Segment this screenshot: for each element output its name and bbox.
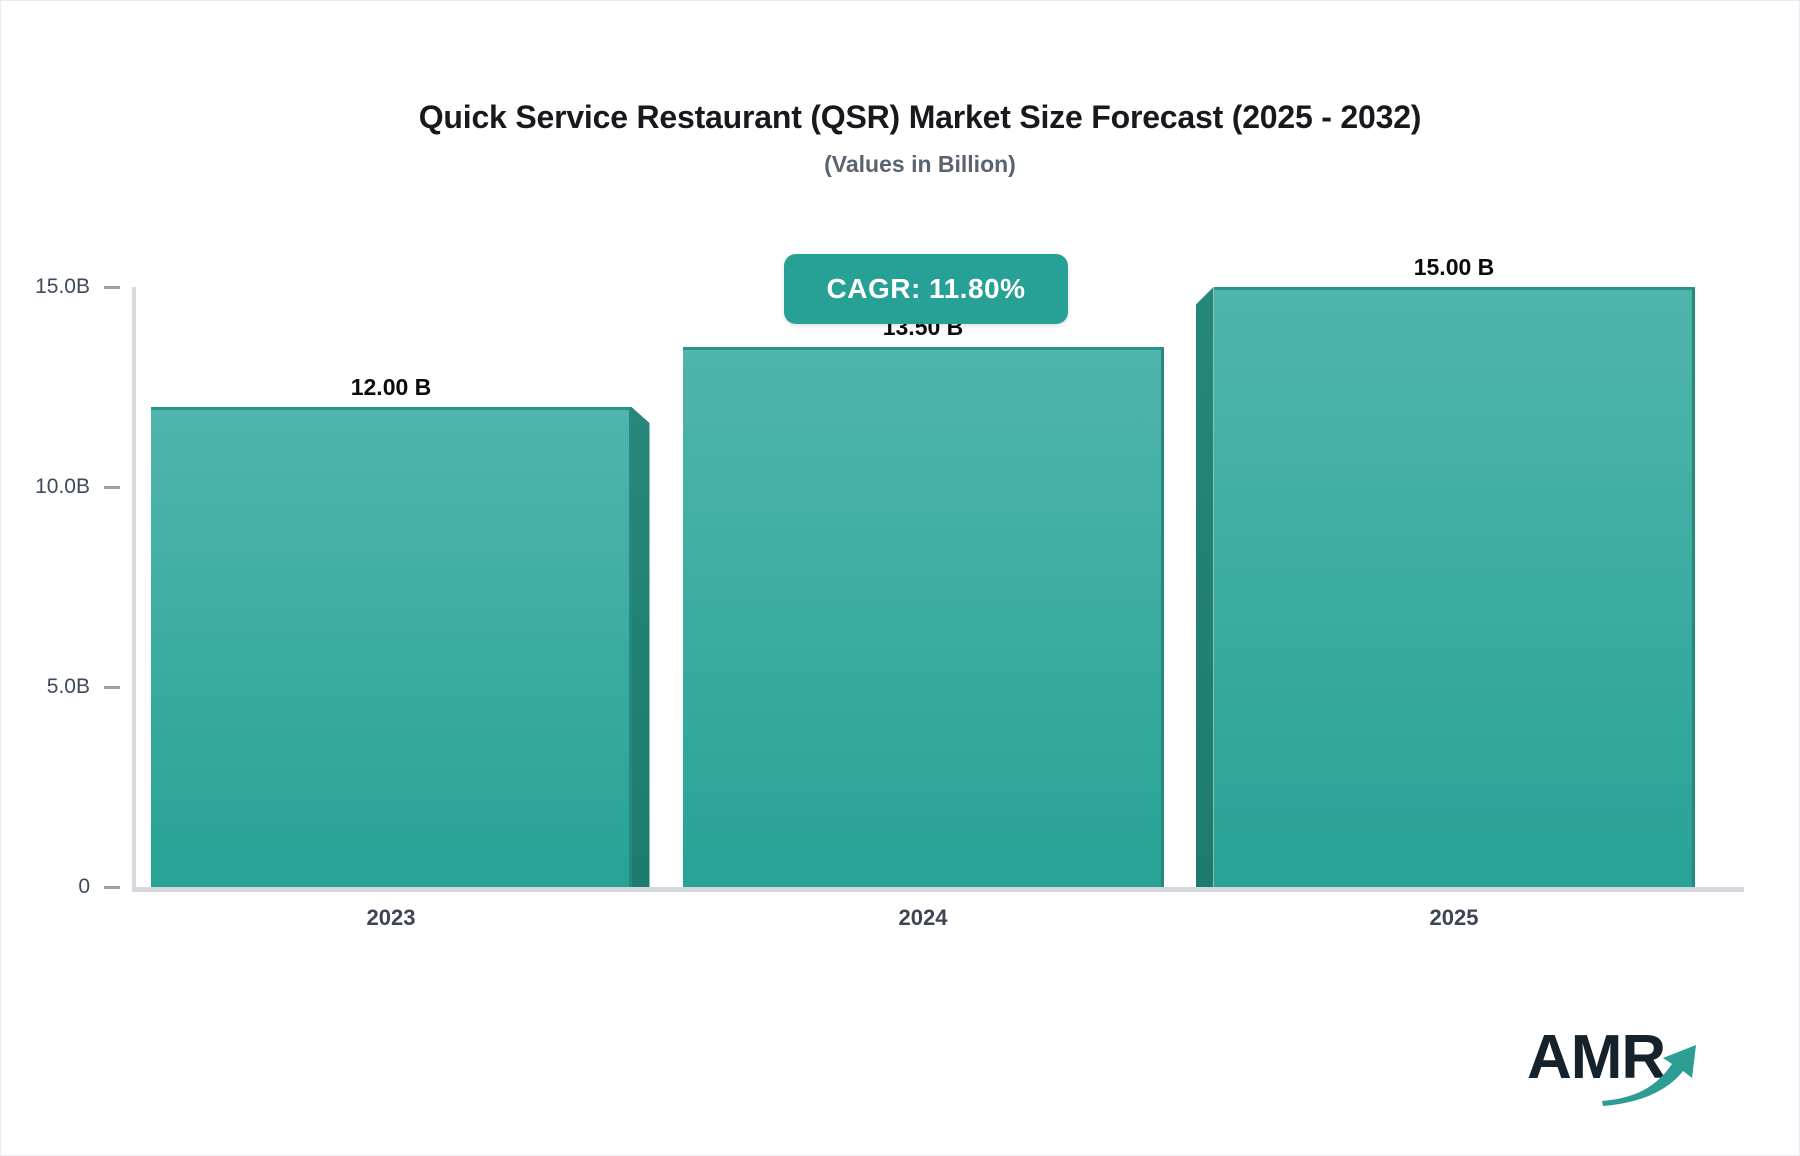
y-tick-mark [104, 686, 120, 689]
chart-subtitle: (Values in Billion) [824, 151, 1016, 177]
x-axis-label-2025: 2025 [1429, 905, 1479, 930]
x-axis-line [132, 887, 1744, 892]
x-axis-label-2024: 2024 [898, 905, 948, 930]
cagr-badge-label: CAGR: 11.80% [826, 273, 1026, 304]
y-tick-label: 15.0B [35, 275, 90, 298]
bar-2023 [150, 407, 632, 887]
amr-logo-text: AMR [1527, 1023, 1666, 1092]
y-tick-label: 0 [78, 875, 90, 898]
y-tick-mark [104, 486, 120, 489]
y-axis-line [132, 287, 136, 892]
bar-value-label: 12.00 B [350, 374, 432, 400]
bar-2024 [682, 347, 1164, 887]
chart-title: Quick Service Restaurant (QSR) Market Si… [418, 99, 1422, 135]
y-tick-label: 5.0B [46, 675, 90, 698]
bar-value-label: 15.00 B [1413, 254, 1495, 280]
bar-3d-side [1195, 287, 1214, 887]
growth-arrow-icon [1602, 1045, 1696, 1106]
x-axis-label-2023: 2023 [366, 905, 416, 930]
y-tick-label: 10.0B [35, 475, 90, 498]
bar-2025 [1213, 287, 1695, 887]
amr-logo: AMR [1527, 1027, 1727, 1117]
bar-3d-side [631, 407, 650, 887]
y-tick-mark [104, 286, 120, 289]
y-tick-mark [104, 886, 120, 889]
cagr-badge: CAGR: 11.80% [784, 254, 1068, 324]
